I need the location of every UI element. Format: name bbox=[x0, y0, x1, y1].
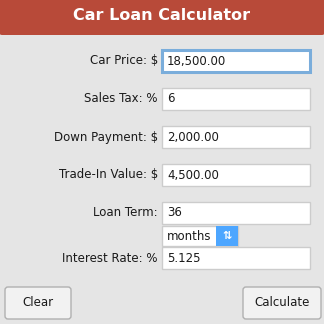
Text: ⇅: ⇅ bbox=[222, 231, 232, 241]
Text: 36: 36 bbox=[167, 206, 182, 219]
FancyBboxPatch shape bbox=[216, 226, 238, 246]
Text: Trade-In Value: $: Trade-In Value: $ bbox=[59, 168, 158, 181]
FancyBboxPatch shape bbox=[162, 226, 238, 246]
Text: Interest Rate: %: Interest Rate: % bbox=[63, 251, 158, 264]
Text: 18,500.00: 18,500.00 bbox=[167, 54, 226, 67]
Text: Car Loan Calculator: Car Loan Calculator bbox=[74, 8, 250, 24]
FancyBboxPatch shape bbox=[162, 247, 310, 269]
Text: 5.125: 5.125 bbox=[167, 251, 201, 264]
FancyBboxPatch shape bbox=[162, 202, 310, 224]
FancyBboxPatch shape bbox=[5, 287, 71, 319]
Text: Clear: Clear bbox=[22, 296, 53, 309]
Text: months: months bbox=[167, 229, 212, 242]
Text: Car Price: $: Car Price: $ bbox=[90, 54, 158, 67]
FancyBboxPatch shape bbox=[243, 287, 321, 319]
Text: 2,000.00: 2,000.00 bbox=[167, 131, 219, 144]
FancyBboxPatch shape bbox=[162, 126, 310, 148]
FancyBboxPatch shape bbox=[0, 0, 324, 35]
FancyBboxPatch shape bbox=[162, 164, 310, 186]
Text: Loan Term:: Loan Term: bbox=[93, 206, 158, 219]
Text: Calculate: Calculate bbox=[254, 296, 310, 309]
FancyBboxPatch shape bbox=[162, 88, 310, 110]
Text: 6: 6 bbox=[167, 92, 175, 106]
FancyBboxPatch shape bbox=[162, 50, 310, 72]
Text: Sales Tax: %: Sales Tax: % bbox=[85, 92, 158, 106]
Text: 4,500.00: 4,500.00 bbox=[167, 168, 219, 181]
Text: Down Payment: $: Down Payment: $ bbox=[54, 131, 158, 144]
